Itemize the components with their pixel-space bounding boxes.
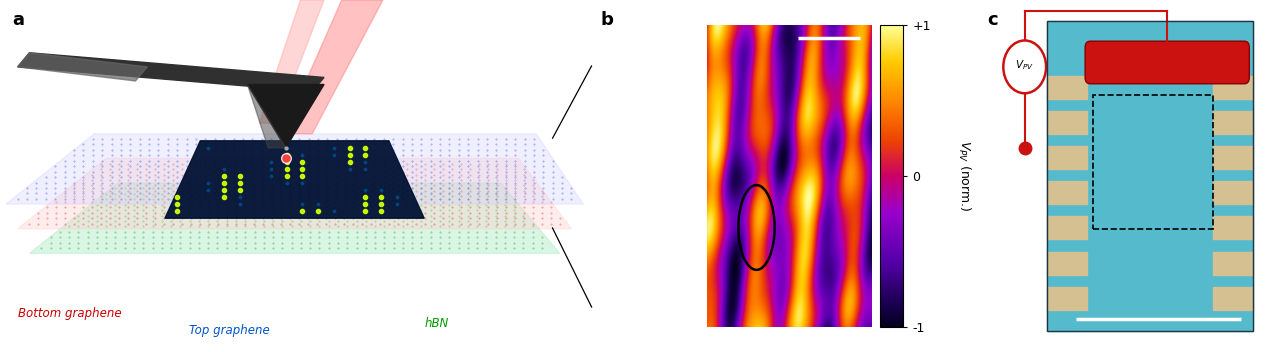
Bar (1048, 76, 1087, 99)
Bar (1048, 181, 1087, 204)
Text: c: c (988, 11, 998, 29)
Bar (1213, 111, 1253, 134)
FancyBboxPatch shape (1085, 41, 1249, 84)
Text: Top graphene: Top graphene (189, 325, 270, 338)
Text: b: b (601, 11, 613, 29)
Polygon shape (6, 134, 583, 204)
Bar (1093, 95, 1213, 229)
Text: Bottom graphene: Bottom graphene (18, 307, 122, 320)
Text: $V_{PV}$: $V_{PV}$ (1015, 58, 1034, 72)
Bar (1213, 216, 1253, 239)
Bar (1048, 111, 1087, 134)
Bar (1048, 146, 1087, 169)
Bar (1048, 252, 1087, 275)
Y-axis label: $V_{PV}$ (norm.): $V_{PV}$ (norm.) (955, 140, 972, 212)
Polygon shape (18, 53, 324, 92)
Bar (1048, 216, 1087, 239)
Polygon shape (260, 0, 324, 123)
Bar (1213, 146, 1253, 169)
Polygon shape (18, 53, 147, 81)
Polygon shape (247, 84, 286, 148)
Text: a: a (11, 11, 24, 29)
Bar (1213, 181, 1253, 204)
Polygon shape (18, 158, 571, 229)
Bar (1213, 252, 1253, 275)
Polygon shape (29, 183, 560, 253)
Polygon shape (283, 0, 383, 134)
Bar (1048, 21, 1253, 331)
Bar (1048, 21, 1253, 331)
Circle shape (1003, 40, 1047, 93)
Polygon shape (165, 141, 424, 218)
Bar (1213, 76, 1253, 99)
Text: hBN: hBN (424, 318, 449, 331)
Bar (1213, 287, 1253, 310)
Polygon shape (247, 84, 324, 148)
Bar (1048, 287, 1087, 310)
